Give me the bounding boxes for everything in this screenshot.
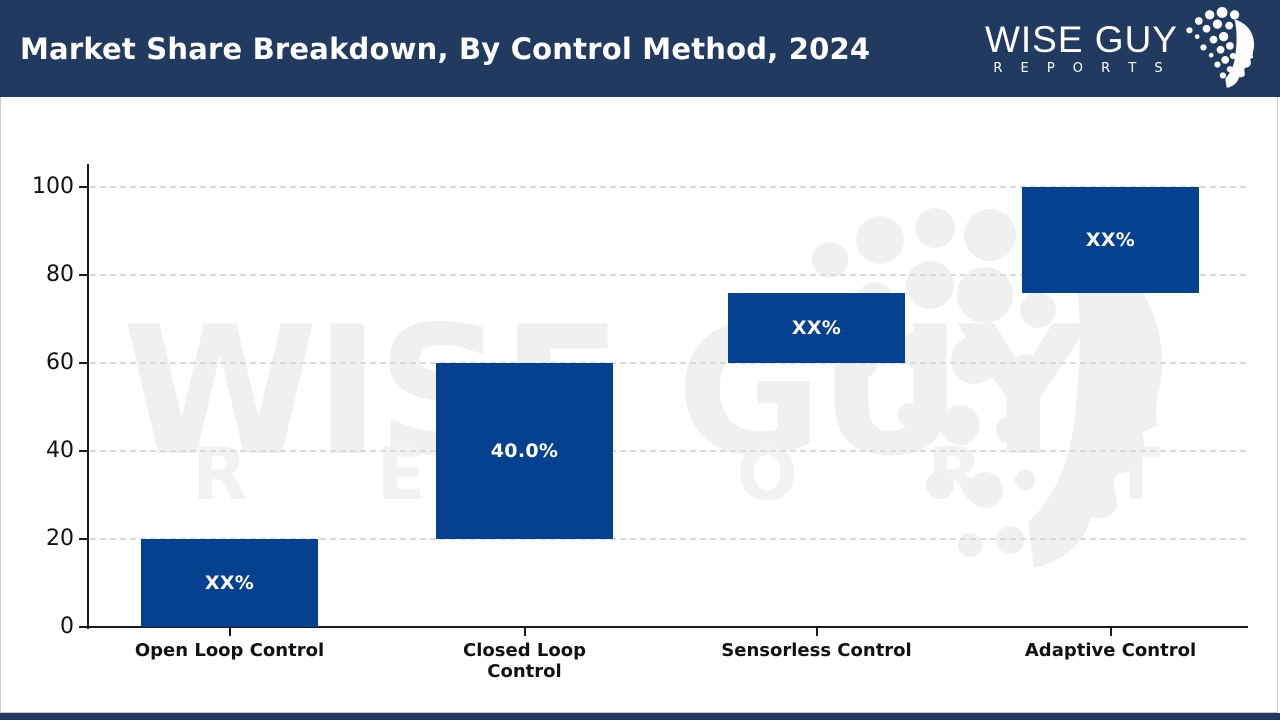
bar-value-label: XX%	[791, 316, 842, 339]
footer-bar	[0, 713, 1280, 720]
header-bar: Market Share Breakdown, By Control Metho…	[0, 0, 1280, 97]
page-title: Market Share Breakdown, By Control Metho…	[20, 31, 871, 66]
gridline	[90, 186, 1246, 188]
y-tick-mark	[79, 362, 87, 364]
x-axis-line	[87, 626, 1248, 628]
bar-value-label: XX%	[204, 572, 255, 594]
gridline	[90, 538, 1246, 540]
y-tick-label: 0	[60, 614, 74, 639]
bar-3: XX%	[728, 292, 905, 363]
x-tick-mark	[228, 628, 231, 636]
watermark-head-icon	[812, 208, 1163, 568]
y-tick-mark	[79, 538, 87, 540]
y-tick-mark	[79, 274, 87, 276]
category-label: Open Loop Control	[134, 640, 325, 661]
brand-name: WISE GUY	[984, 19, 1178, 61]
category-label: Adaptive Control	[1024, 640, 1197, 661]
gridline	[90, 450, 1246, 452]
y-tick-label: 60	[46, 350, 74, 375]
brand-logo: WISE GUY R E P O R T S	[984, 6, 1258, 91]
bar-2: 40.0%	[436, 363, 613, 539]
brand-logo-text: WISE GUY R E P O R T S	[984, 19, 1178, 76]
category-label: Sensorless Control	[721, 640, 912, 661]
y-tick-mark	[79, 186, 87, 188]
y-tick-mark	[79, 626, 87, 628]
y-tick-label: 20	[46, 526, 74, 551]
y-tick-label: 80	[46, 262, 74, 287]
y-tick-mark	[79, 450, 87, 452]
brand-subname: R E P O R T S	[993, 60, 1170, 76]
x-tick-mark	[815, 628, 818, 636]
bar-value-label: XX%	[1085, 228, 1136, 251]
bar-value-label: 40.0%	[490, 440, 559, 462]
bar-4: XX%	[1022, 187, 1199, 293]
gridline	[90, 274, 1246, 276]
y-tick-label: 40	[46, 438, 74, 463]
y-tick-label: 100	[32, 174, 74, 199]
x-tick-mark	[523, 628, 526, 636]
gridline	[90, 362, 1246, 364]
category-label: Closed Loop Control	[463, 640, 586, 683]
x-tick-mark	[1109, 628, 1112, 636]
bar-1: XX%	[141, 539, 318, 627]
head-profile-logo-icon	[1186, 6, 1255, 88]
y-axis-line	[87, 164, 89, 629]
